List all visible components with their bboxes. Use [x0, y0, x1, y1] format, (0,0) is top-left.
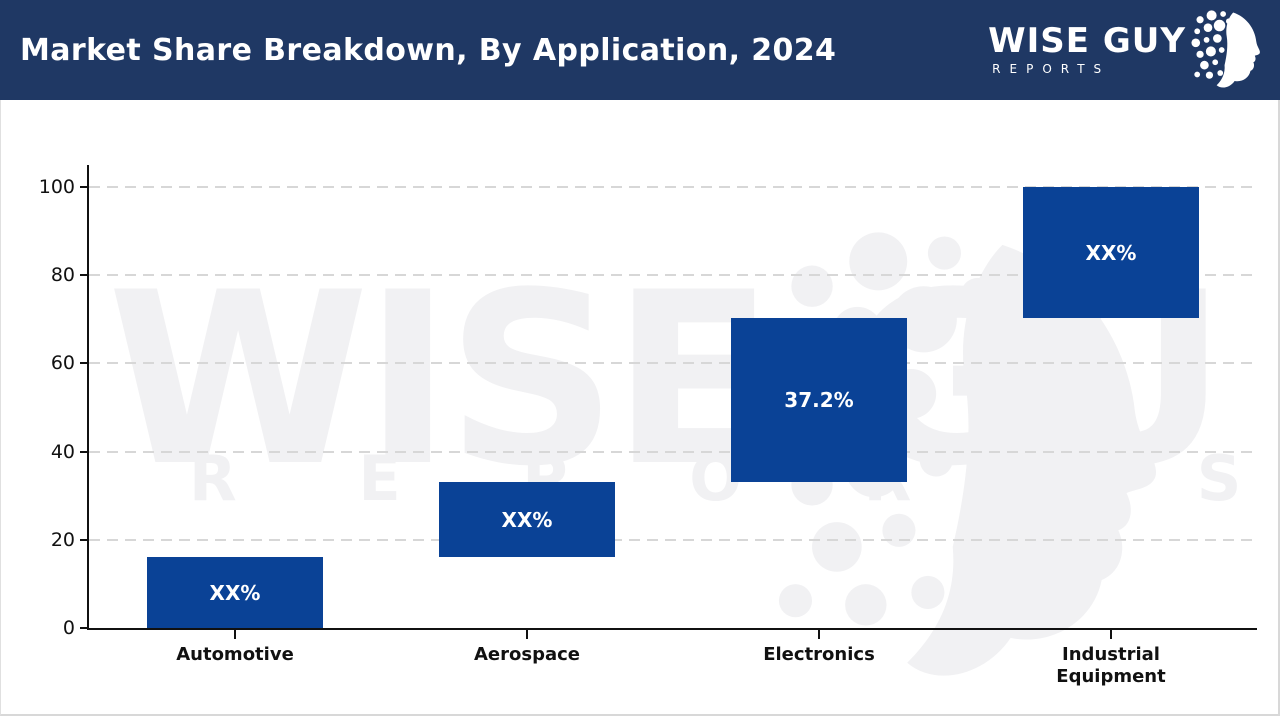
bar-industrial-equipment: XX% — [1023, 187, 1199, 319]
y-tick-label: 60 — [50, 352, 75, 375]
y-tick-mark — [80, 450, 89, 453]
y-tick-label: 40 — [50, 440, 75, 463]
x-axis-label: Industrial Equipment — [1056, 644, 1166, 687]
y-gridline — [89, 450, 1257, 453]
x-tick-mark — [818, 630, 820, 639]
bar-value-label: XX% — [1085, 240, 1137, 265]
logo-subtitle: REPORTS — [992, 62, 1111, 76]
logo-text: WISE GUY REPORTS — [988, 24, 1186, 76]
y-tick-mark — [80, 538, 89, 541]
bar-aerospace: XX% — [439, 482, 615, 558]
page-title: Market Share Breakdown, By Application, … — [20, 32, 837, 68]
bar-value-label: 37.2% — [784, 388, 854, 413]
x-axis — [89, 628, 1257, 630]
y-gridline — [89, 274, 1257, 277]
y-gridline — [89, 362, 1257, 365]
chart-area: WISE GU R E P O R T S 020406080100XX%Aut… — [0, 100, 1280, 716]
bar-value-label: XX% — [209, 580, 261, 605]
y-tick-label: 100 — [38, 176, 75, 198]
y-tick-label: 20 — [50, 528, 75, 551]
y-tick-mark — [80, 186, 89, 188]
y-axis — [87, 165, 89, 630]
x-tick-mark — [526, 630, 528, 639]
x-axis-label: Electronics — [763, 644, 875, 665]
y-tick-label: 0 — [62, 617, 75, 639]
y-tick-mark — [80, 362, 89, 365]
bar-electronics: 37.2% — [731, 318, 907, 483]
logo: WISE GUY REPORTS — [988, 8, 1262, 92]
bar-value-label: XX% — [501, 507, 553, 532]
x-axis-label: Automotive — [176, 644, 294, 665]
x-tick-mark — [234, 630, 236, 639]
y-tick-label: 80 — [50, 264, 75, 287]
y-gridline — [89, 538, 1257, 541]
bar-automotive: XX% — [147, 557, 323, 628]
logo-wordmark: WISE GUY — [988, 21, 1186, 61]
header: Market Share Breakdown, By Application, … — [0, 0, 1280, 100]
y-gridline — [89, 186, 1257, 188]
y-tick-mark — [80, 627, 89, 629]
logo-face-icon — [1191, 10, 1260, 88]
x-tick-mark — [1110, 630, 1112, 639]
y-tick-mark — [80, 274, 89, 277]
x-axis-label: Aerospace — [473, 644, 580, 665]
